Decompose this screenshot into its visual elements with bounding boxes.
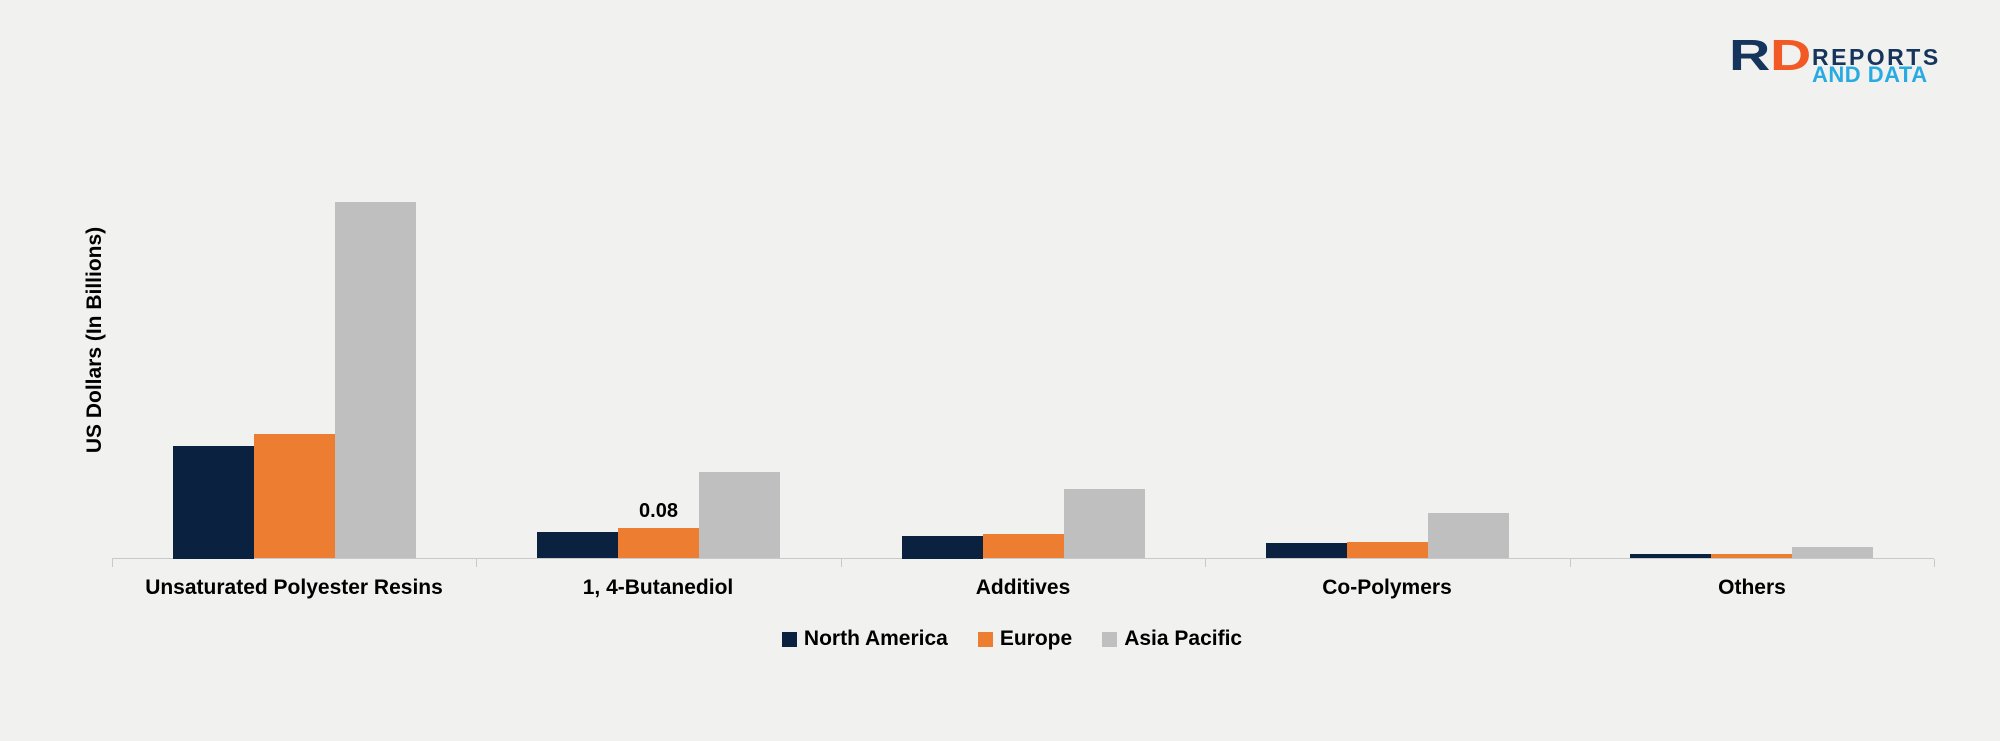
x-axis-tick — [476, 559, 477, 567]
legend-marker-icon-north-america — [781, 631, 797, 647]
legend-label-north-america: North America — [803, 627, 948, 650]
legend-marker-icon-asia-pacific — [1102, 631, 1118, 647]
x-axis-tick — [841, 559, 842, 567]
x-axis-tick — [1570, 559, 1571, 567]
category-label-1-4-butanediol: 1, 4-Butanediol — [582, 576, 734, 599]
chart-legend: North America Europe Asia Pacific — [0, 627, 2000, 651]
category-label-co-polymers: Co-Polymers — [1322, 576, 1452, 599]
bar-europe-others — [1711, 554, 1792, 558]
bar-asia-pacific-others — [1792, 547, 1873, 558]
data-label-europe-1-4-butanediol: 0.08 — [639, 500, 678, 522]
legend-label-europe: Europe — [999, 627, 1073, 650]
bar-europe-1-4-butanediol — [618, 528, 699, 558]
bar-north-america-1-4-butanediol — [537, 532, 618, 558]
x-axis-tick — [1934, 559, 1935, 567]
bar-asia-pacific-co-polymers — [1428, 513, 1509, 558]
x-axis-tick — [112, 559, 113, 567]
x-axis-tick — [1205, 559, 1206, 567]
legend-label-asia-pacific: Asia Pacific — [1124, 627, 1243, 650]
bar-asia-pacific-1-4-butanediol — [699, 472, 780, 558]
x-axis-line — [112, 558, 1934, 559]
legend-item-north-america: North America — [781, 627, 948, 651]
bar-north-america-co-polymers — [1266, 543, 1347, 558]
category-label-additives: Additives — [975, 576, 1071, 599]
bar-north-america-unsaturated-polyester-resins — [173, 446, 254, 559]
category-label-others: Others — [1718, 576, 1786, 599]
legend-item-asia-pacific: Asia Pacific — [1102, 627, 1242, 651]
bar-europe-additives — [983, 534, 1064, 558]
bar-north-america-others — [1630, 554, 1711, 558]
legend-marker-icon-europe — [977, 631, 993, 647]
bar-north-america-additives — [902, 536, 983, 559]
bar-asia-pacific-unsaturated-polyester-resins — [335, 202, 416, 558]
category-label-unsaturated-polyester-resins: Unsaturated Polyester Resins — [145, 576, 443, 599]
bar-europe-unsaturated-polyester-resins — [254, 434, 335, 558]
y-axis-title: US Dollars (In Billions) — [83, 226, 106, 454]
bar-asia-pacific-additives — [1064, 489, 1145, 558]
legend-item-europe: Europe — [977, 627, 1073, 651]
bar-europe-co-polymers — [1347, 542, 1428, 558]
